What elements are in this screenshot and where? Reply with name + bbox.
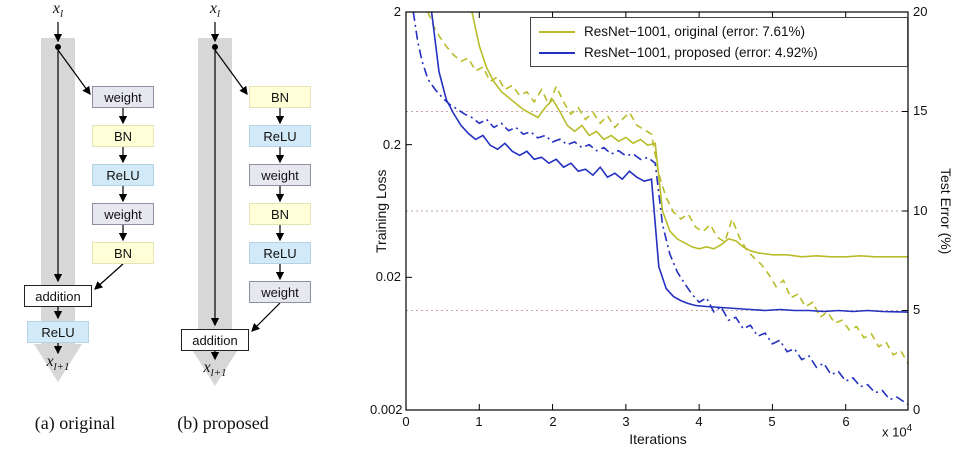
output-label-sub: l+1 bbox=[53, 361, 70, 374]
legend-swatch-original bbox=[539, 30, 575, 33]
input-label-base: x bbox=[209, 0, 218, 17]
x-tick-label: 0 bbox=[402, 414, 410, 429]
x-axis-label: Iterations bbox=[629, 431, 687, 447]
training-curves-chart: 0 1 2 3 4 5 6 2 0.2 0.02 0.002 20 15 10 … bbox=[370, 0, 962, 463]
x-tick-label: 2 bbox=[549, 414, 557, 429]
legend-swatch-proposed bbox=[539, 51, 575, 54]
input-label-sub: l bbox=[217, 8, 221, 21]
y-left-tick-label: 0.2 bbox=[382, 137, 401, 152]
input-label: xl bbox=[33, 0, 83, 20]
block-weight: weight bbox=[92, 86, 154, 108]
series-original-test-error bbox=[471, 11, 908, 258]
series-proposed-training-loss bbox=[412, 11, 909, 406]
y-axis-label-left: Training Loss bbox=[373, 169, 389, 253]
y-left-tick-label: 0.002 bbox=[370, 402, 403, 417]
input-label-base: x bbox=[52, 0, 61, 17]
output-label: xl+1 bbox=[26, 353, 90, 373]
y-right-tick-label: 0 bbox=[913, 402, 921, 417]
branch-dot bbox=[55, 44, 61, 50]
diagram-connectors bbox=[34, 22, 285, 386]
x-axis-unit-base: x 10 bbox=[882, 424, 907, 440]
addition-box: addition bbox=[24, 285, 92, 307]
x-axis-unit-exponent: 4 bbox=[906, 423, 913, 434]
y-right-tick-label: 20 bbox=[913, 4, 928, 19]
legend-row-proposed: ResNet−1001, proposed (error: 4.92%) bbox=[539, 43, 899, 62]
output-label-base: x bbox=[203, 359, 211, 376]
block-relu: ReLU bbox=[92, 164, 154, 186]
y-right-tick-label: 15 bbox=[913, 103, 928, 118]
resnet-block-diagrams: xl weight BN ReLU weight BN addition ReL… bbox=[0, 0, 370, 463]
output-label: xl+1 bbox=[183, 359, 247, 379]
caption-proposed: (b) proposed bbox=[177, 413, 269, 433]
y-left-tick-label: 2 bbox=[393, 4, 401, 19]
output-label-sub: l+1 bbox=[210, 367, 227, 380]
x-tick-label: 5 bbox=[768, 414, 776, 429]
x-tick-label: 6 bbox=[842, 414, 850, 429]
branch-arrow bbox=[214, 49, 248, 96]
y-axis-label-right: Test Error (%) bbox=[938, 167, 954, 255]
y-left-tick-label: 0.02 bbox=[375, 269, 401, 284]
merge-arrow bbox=[94, 263, 124, 290]
y-right-tick-label: 5 bbox=[913, 302, 921, 317]
input-label: xl bbox=[190, 0, 240, 20]
block-relu: ReLU bbox=[249, 125, 311, 147]
caption-original: (a) original bbox=[34, 413, 116, 433]
branch-arrow bbox=[57, 49, 91, 96]
chart-legend: ResNet−1001, original (error: 7.61%) Res… bbox=[530, 17, 908, 67]
block-relu: ReLU bbox=[249, 242, 311, 264]
block-bn: BN bbox=[92, 242, 154, 264]
x-tick-label: 3 bbox=[622, 414, 630, 429]
x-tick-label: 1 bbox=[475, 414, 483, 429]
series-proposed-test-error bbox=[430, 11, 909, 313]
block-bn: BN bbox=[249, 203, 311, 225]
chart-canvas bbox=[405, 11, 909, 411]
x-axis-unit: x 104 bbox=[882, 423, 912, 439]
branch-dot bbox=[212, 44, 218, 50]
addition-box: addition bbox=[181, 329, 249, 351]
block-bn: BN bbox=[249, 86, 311, 108]
skip-connection-arrowhead bbox=[34, 344, 82, 382]
block-relu: ReLU bbox=[27, 321, 89, 343]
merge-arrow bbox=[251, 302, 281, 332]
x-tick-label: 4 bbox=[695, 414, 703, 429]
block-weight: weight bbox=[249, 164, 311, 186]
block-weight: weight bbox=[249, 281, 311, 303]
legend-label-proposed: ResNet−1001, proposed (error: 4.92%) bbox=[584, 45, 818, 60]
y-right-tick-label: 10 bbox=[913, 203, 928, 218]
legend-label-original: ResNet−1001, original (error: 7.61%) bbox=[584, 24, 805, 39]
output-label-base: x bbox=[46, 353, 54, 370]
skip-connection-arrowhead bbox=[191, 348, 239, 386]
block-bn: BN bbox=[92, 125, 154, 147]
legend-row-original: ResNet−1001, original (error: 7.61%) bbox=[539, 22, 899, 41]
block-weight: weight bbox=[92, 203, 154, 225]
input-label-sub: l bbox=[60, 8, 64, 21]
